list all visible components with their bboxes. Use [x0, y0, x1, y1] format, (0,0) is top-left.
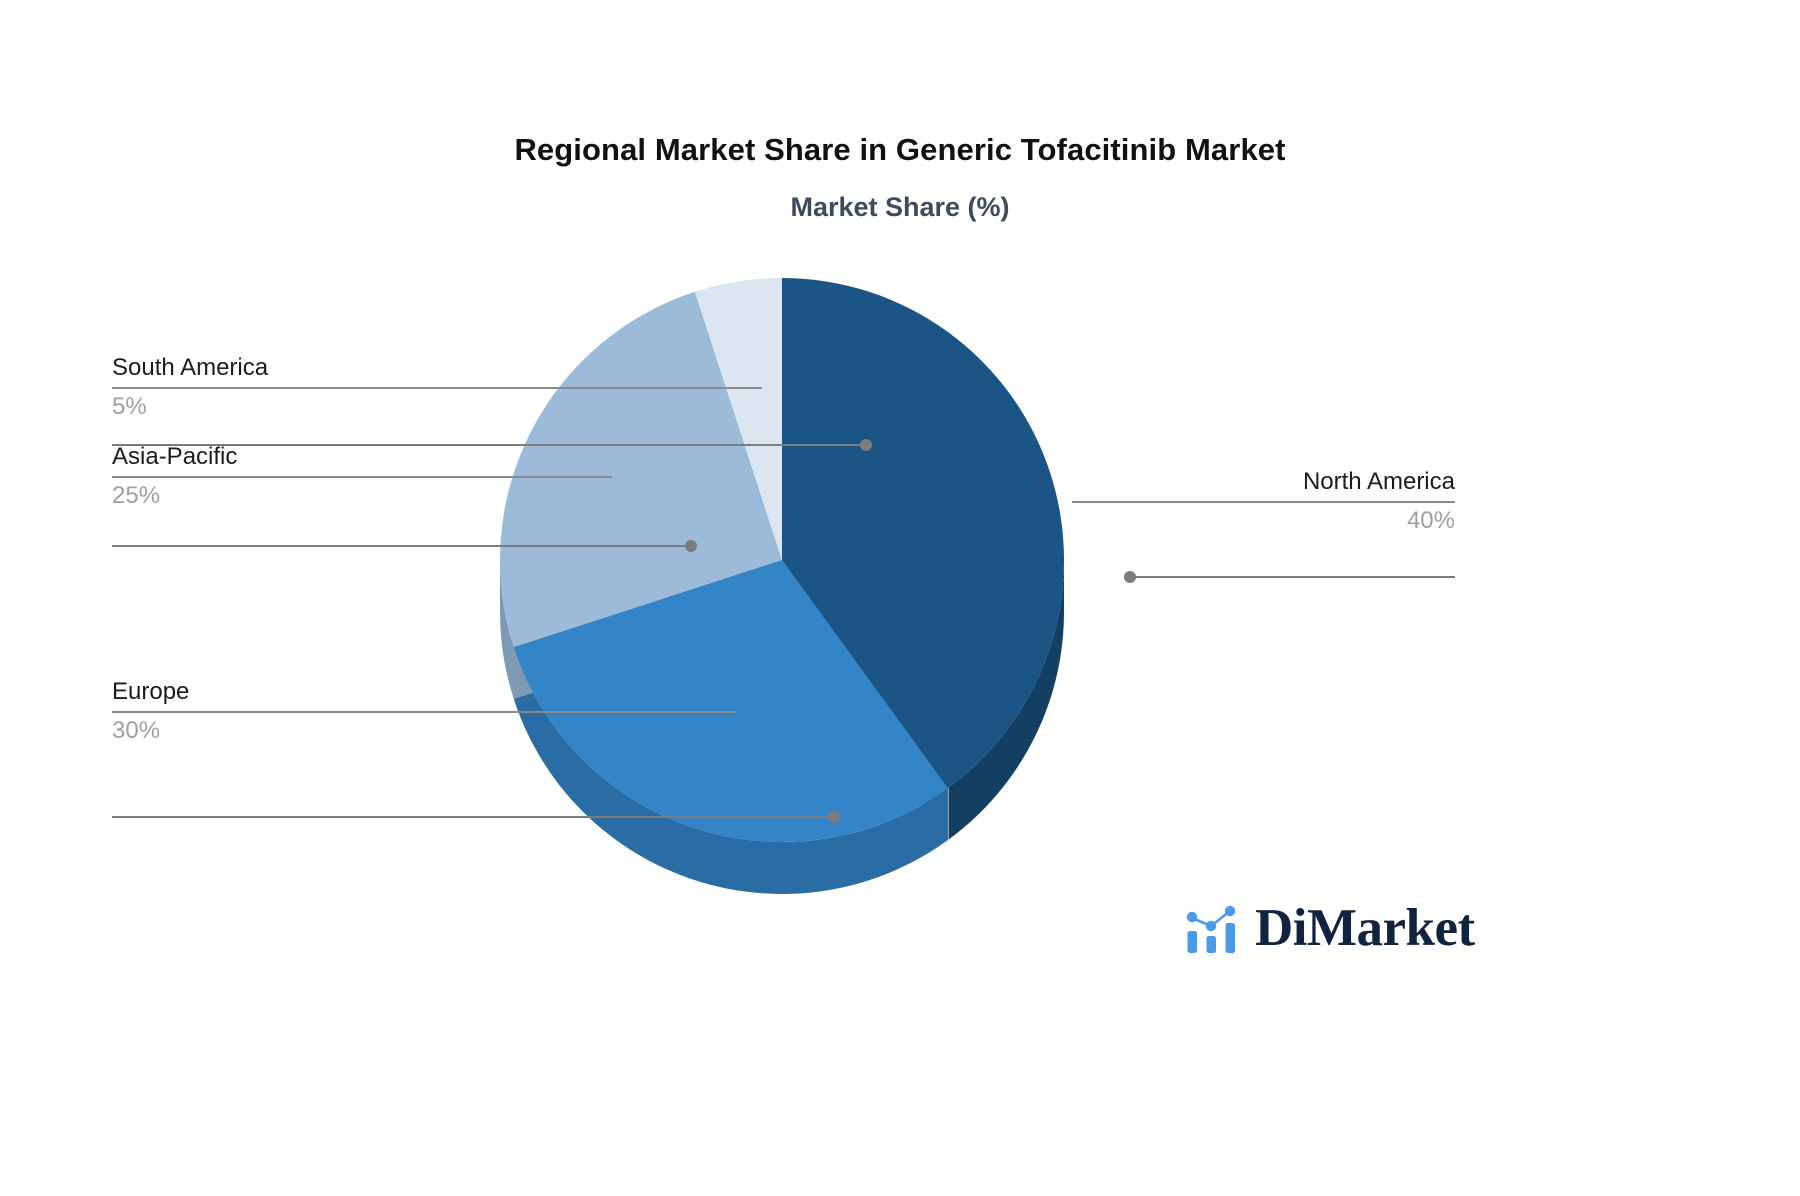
callout-label-europe: Europe: [112, 678, 190, 705]
callout-rule: [112, 711, 737, 713]
callout-label-asia-pacific: Asia-Pacific: [112, 443, 238, 470]
leader-europe: [112, 811, 840, 823]
callout-rule: [112, 476, 612, 478]
pie-slice-north-america[interactable]: [782, 278, 1064, 789]
callout-asia-pacific: Asia-Pacific 25%: [112, 442, 612, 511]
leader-asia-pacific: [112, 540, 697, 552]
callout-value-north-america: 40%: [1406, 507, 1455, 534]
callout-south-america: South America 5%: [112, 353, 762, 422]
callout-north-america: North America 40%: [1072, 467, 1455, 536]
callout-value-asia-pacific: 25%: [112, 482, 161, 509]
bar-chart-icon: [1186, 905, 1236, 953]
callout-label-south-america: South America: [112, 354, 269, 381]
dimarket-logo: DiMarket: [1185, 902, 1475, 955]
callout-rule: [1072, 501, 1455, 503]
callout-rule: [112, 387, 762, 389]
page-title: Regional Market Share in Generic Tofacit…: [514, 132, 1286, 167]
leader-north-america: [1124, 571, 1455, 583]
leader-south-america: [112, 439, 872, 451]
logo-wordmark: DiMarket: [1255, 899, 1475, 957]
pie-slice-europe[interactable]: [513, 560, 948, 842]
callout-label-north-america: North America: [1302, 468, 1455, 495]
callout-europe: Europe 30%: [112, 677, 737, 746]
pie-slice-south-america[interactable]: [694, 278, 782, 560]
callout-value-europe: 30%: [112, 717, 161, 744]
leader-lines: [112, 439, 1455, 823]
callout-value-south-america: 5%: [112, 393, 147, 420]
chart-subtitle: Market Share (%): [790, 192, 1010, 222]
pie-slice-asia-pacific[interactable]: [500, 291, 782, 648]
pie-slices: [500, 278, 1064, 895]
